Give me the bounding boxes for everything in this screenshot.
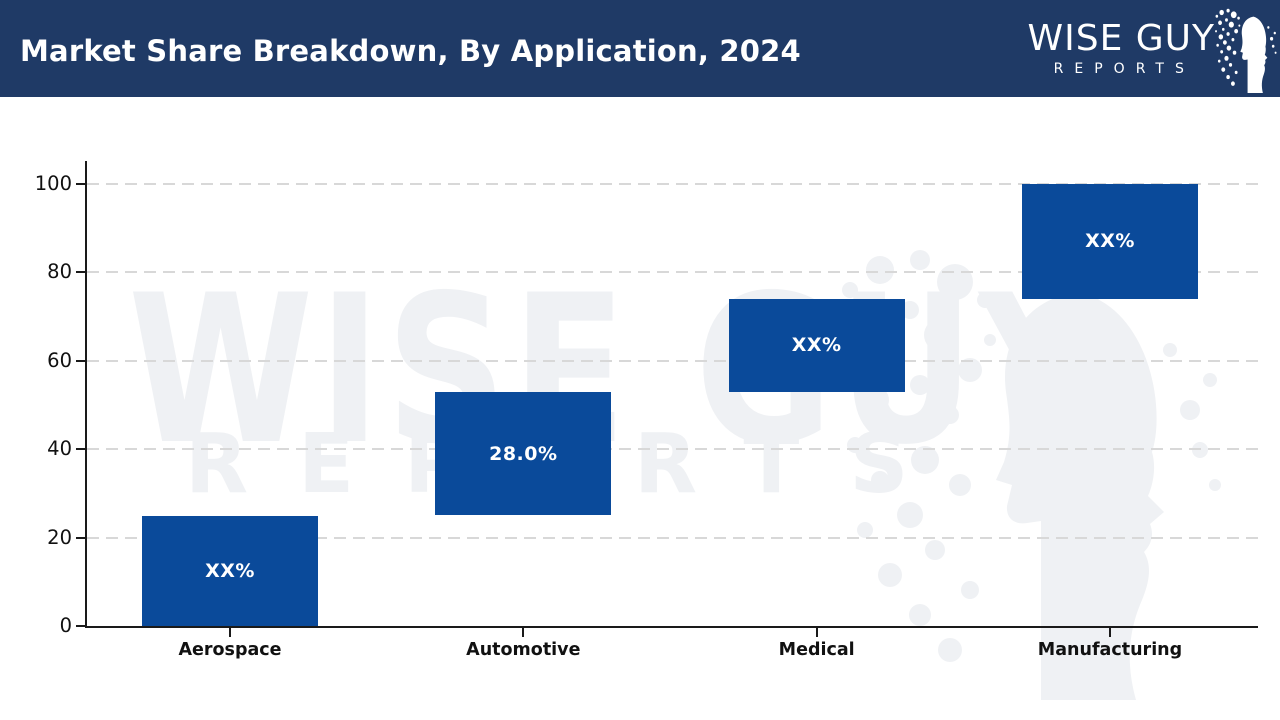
y-tick-60	[76, 359, 87, 362]
bar-automotive: 28.0%	[435, 391, 612, 516]
gridline-40	[87, 448, 1258, 451]
bar-value-label: XX%	[1085, 230, 1135, 253]
gridline-20	[87, 536, 1258, 539]
wiseguy-head-icon	[1215, 8, 1277, 93]
y-tick-0	[76, 625, 87, 627]
bar-value-label: 28.0%	[489, 442, 558, 465]
chart-title: Market Share Breakdown, By Application, …	[20, 34, 801, 68]
y-tick-label-80: 80	[47, 260, 72, 284]
y-tick-label-100: 100	[34, 172, 72, 195]
x-axis-line	[85, 626, 1258, 628]
bar-value-label: XX%	[791, 334, 842, 357]
bar-manufacturing: XX%	[1021, 184, 1198, 299]
bar-medical: XX%	[728, 298, 905, 392]
gridline-80	[87, 271, 1258, 274]
y-tick-100	[76, 183, 87, 185]
y-tick-40	[76, 448, 87, 451]
plot-area: 0 20 40 60 80 100 Aerospace Automotive Medical Ma…	[0, 97, 1280, 720]
x-tick-manufacturing	[1108, 628, 1111, 637]
x-tick-automotive	[522, 628, 525, 637]
y-tick-80	[76, 271, 87, 274]
y-tick-label-20: 20	[47, 525, 72, 549]
gridline-60	[87, 359, 1258, 362]
x-category-label-manufacturing: Manufacturing	[1037, 640, 1183, 660]
y-axis-line	[85, 161, 87, 628]
bar-aerospace: XX%	[142, 515, 318, 626]
logo-wordmark: WISE GUY	[1027, 18, 1215, 59]
header-bar: Market Share Breakdown, By Application, …	[0, 0, 1280, 97]
x-category-label-medical: Medical	[778, 640, 855, 660]
x-category-label-automotive: Automotive	[466, 640, 581, 660]
bar-value-label: XX%	[205, 559, 255, 582]
watermark-wordmark: WISE GUY	[128, 252, 1106, 490]
gridline-100	[87, 183, 1258, 185]
x-category-label-aerospace: Aerospace	[178, 640, 282, 660]
x-tick-aerospace	[229, 628, 231, 637]
y-tick-label-60: 60	[47, 348, 72, 372]
y-tick-label-40: 40	[47, 437, 72, 461]
chart-area: WISE GUY REPORTS 02	[0, 97, 1280, 720]
x-tick-medical	[815, 628, 818, 637]
y-tick-label-0: 0	[59, 614, 72, 637]
logo-subtitle: REPORTS	[1053, 61, 1195, 77]
y-tick-20	[76, 536, 87, 539]
wiseguy-logo: WISE GUY REPORTS	[1020, 0, 1280, 97]
logo-text: WISE GUY REPORTS	[1027, 18, 1216, 78]
